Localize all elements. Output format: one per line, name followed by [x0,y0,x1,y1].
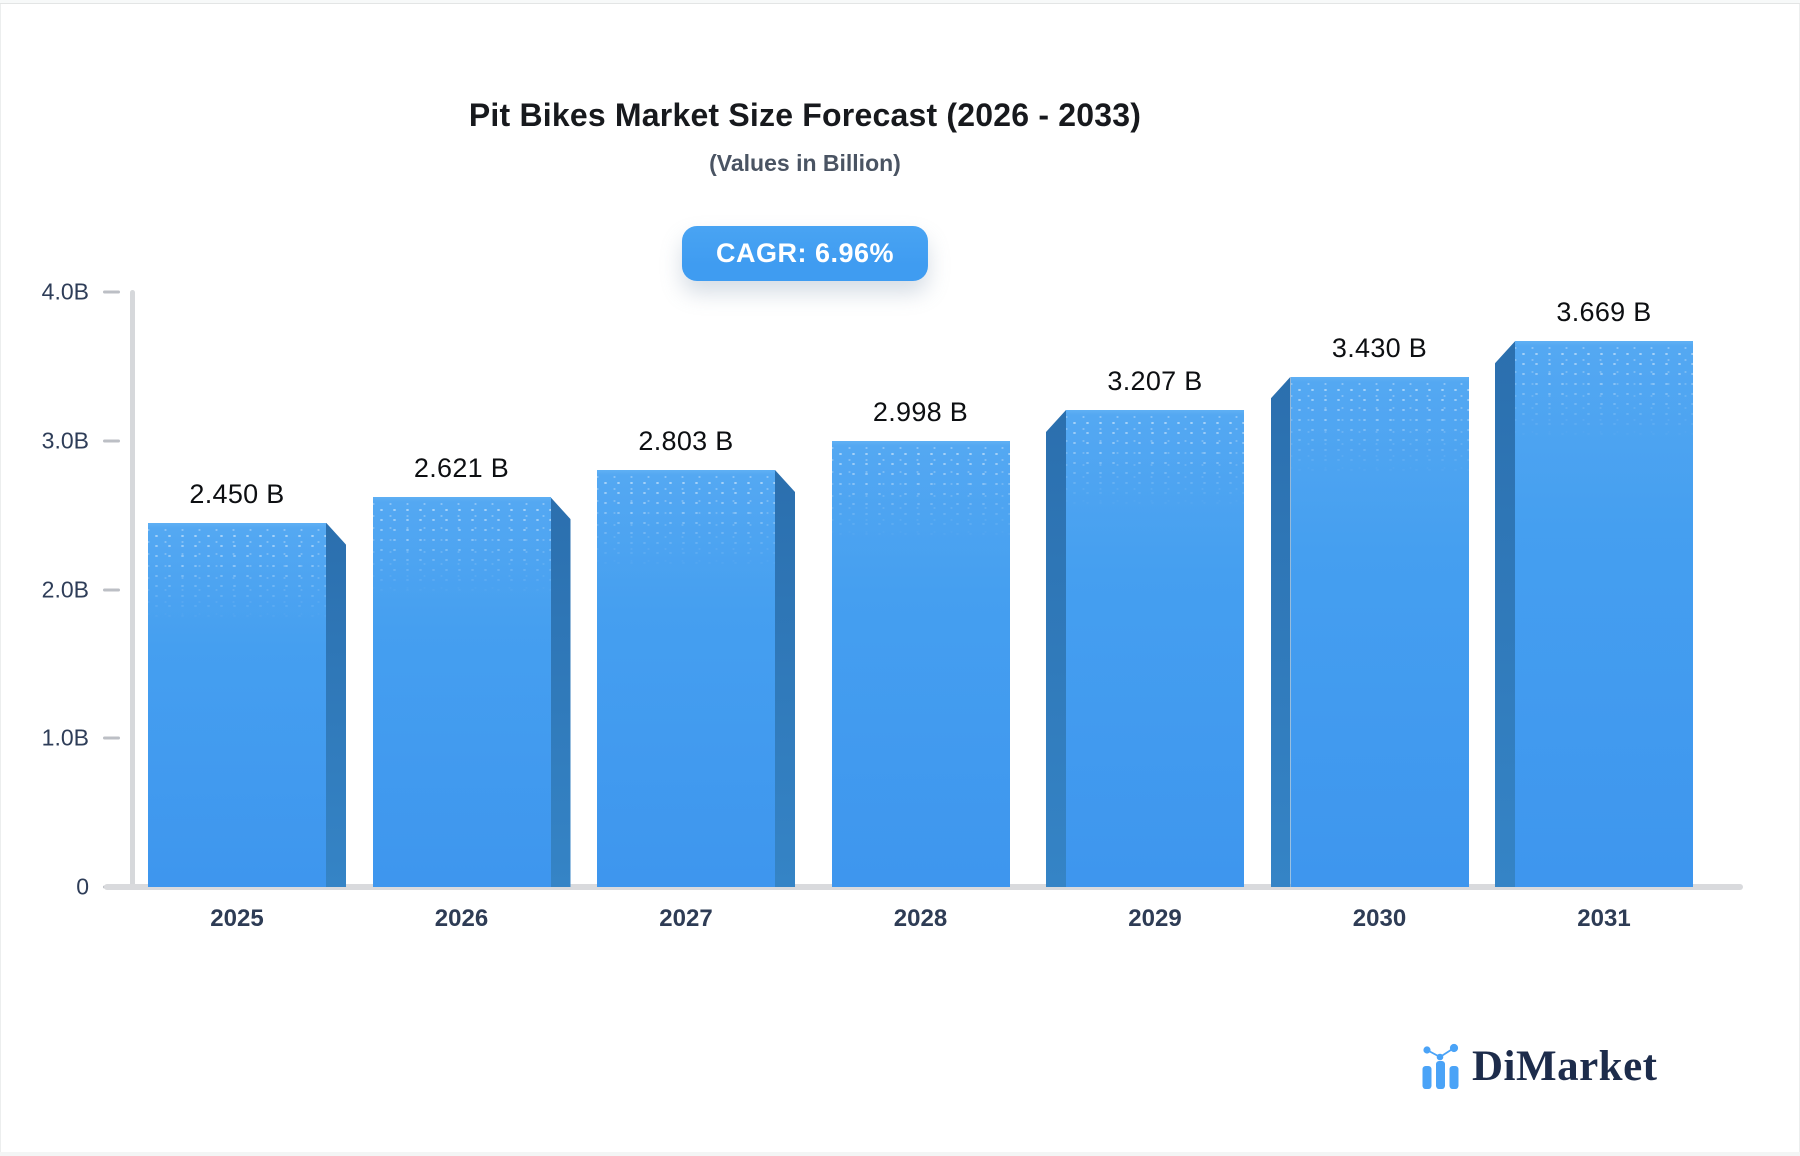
y-tick: 1.0B [0,725,120,752]
y-tick-dash [103,439,120,443]
bar-side-face [1495,341,1515,887]
bar-value-label: 3.669 B [1556,297,1652,328]
bar-front-face [372,497,551,887]
y-tick-label: 4.0B [41,278,89,305]
y-tick-dash [103,736,120,740]
bar-dot-texture [1290,381,1469,477]
bar-dot-texture [148,527,326,623]
chart-header: Pit Bikes Market Size Forecast (2026 - 2… [0,97,1610,177]
bar-value-label: 3.430 B [1331,332,1428,363]
y-tick: 2.0B [0,576,120,603]
x-axis-label: 2026 [434,904,489,932]
y-tick: 4.0B [0,279,120,306]
bar-dot-texture [831,446,1010,542]
bar-value-label: 2.621 B [413,453,510,484]
bar-front-face [1290,376,1469,887]
bar-2029: 3.207 B 2029 [1046,366,1244,932]
bar-2030: 3.430 B 2030 [1270,333,1469,932]
chart-subtitle: (Values in Billion) [709,150,901,176]
bar-value-label: 2.450 B [189,478,285,509]
x-axis-label: 2031 [1577,904,1631,932]
bar-front-face [597,470,775,887]
bar-2026: 2.621 B 2026 [372,453,571,932]
top-edge-divider [0,0,1800,4]
bar-side-face [326,522,346,887]
y-tick: 0 [0,874,120,901]
x-axis-line [104,884,1743,890]
bar-value-label: 2.803 B [638,426,734,457]
x-axis-label: 2028 [893,904,948,932]
y-tick-label: 3.0B [41,427,89,454]
bar-chart-logo-icon [1422,1043,1459,1089]
bar-2027: 2.803 B 2027 [597,426,795,932]
bar-value-label: 3.207 B [1107,365,1203,396]
brand-name: DiMarket [1472,1042,1658,1090]
x-axis-label: 2027 [659,904,713,932]
y-tick-label: 1.0B [41,724,89,751]
y-tick-dash [103,588,120,591]
bar-value-label: 2.998 B [872,397,969,428]
bar-dot-texture [1515,346,1693,442]
bar-2031: 3.669 B 2031 [1495,297,1693,932]
x-axis-label: 2030 [1352,904,1407,932]
bar-front-face [148,522,326,887]
bar-dot-texture [1066,414,1244,510]
bottom-edge-divider [0,1152,1800,1156]
x-axis-label: 2029 [1128,904,1182,932]
bar-2025: 2.450 B 2025 [148,479,346,932]
y-tick-label: 2.0B [41,576,89,602]
bar-side-face [1046,409,1066,887]
bar-front-face [831,441,1010,887]
cagr-badge: CAGR: 6.96% [681,226,929,281]
chart-title: Pit Bikes Market Size Forecast (2026 - 2… [468,97,1142,133]
bar-front-face [1515,341,1693,887]
y-tick-dash [103,290,120,294]
bar-side-face [775,470,795,887]
bar-dot-texture [372,502,551,598]
bar-side-face [550,497,571,887]
bar-2028: 2.998 B 2028 [822,397,1020,932]
y-tick: 3.0B [0,427,120,454]
bar-dot-texture [597,475,775,571]
bar-front-face [1066,409,1244,887]
y-axis-line [130,290,135,888]
x-axis-label: 2025 [210,905,264,932]
brand-logo: DiMarket [1421,1042,1658,1090]
bar-side-face [1270,376,1291,887]
y-tick-label: 0 [76,873,89,900]
